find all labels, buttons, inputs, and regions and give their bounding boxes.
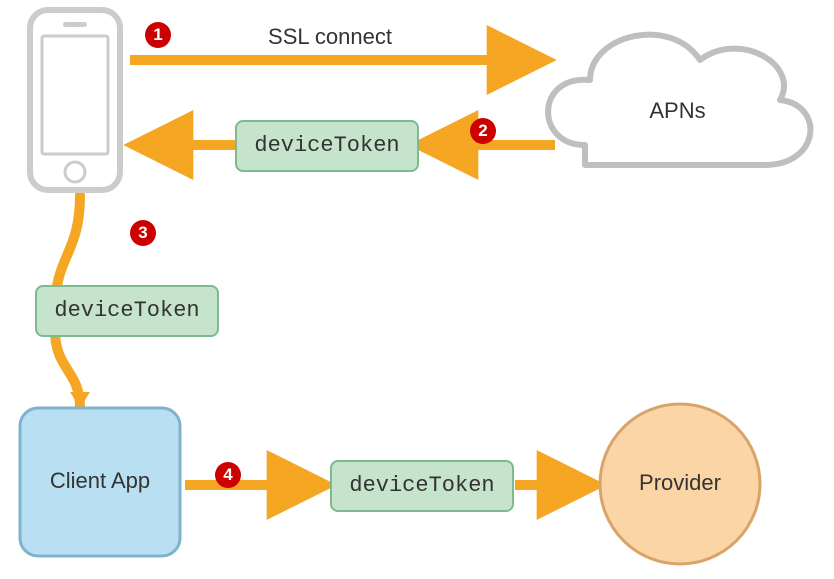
client-label: Client App [20, 468, 180, 496]
provider-label: Provider [600, 470, 760, 498]
token-box-3: deviceToken [35, 285, 219, 337]
step-badge-1: 1 [145, 22, 171, 48]
step-badge-3: 3 [130, 220, 156, 246]
cloud-label: APNs [540, 98, 815, 128]
token-box-4: deviceToken [330, 460, 514, 512]
step-badge-4: 4 [215, 462, 241, 488]
token-box-2: deviceToken [235, 120, 419, 172]
edge-1-label: SSL connect [230, 24, 430, 52]
step-badge-2: 2 [470, 118, 496, 144]
